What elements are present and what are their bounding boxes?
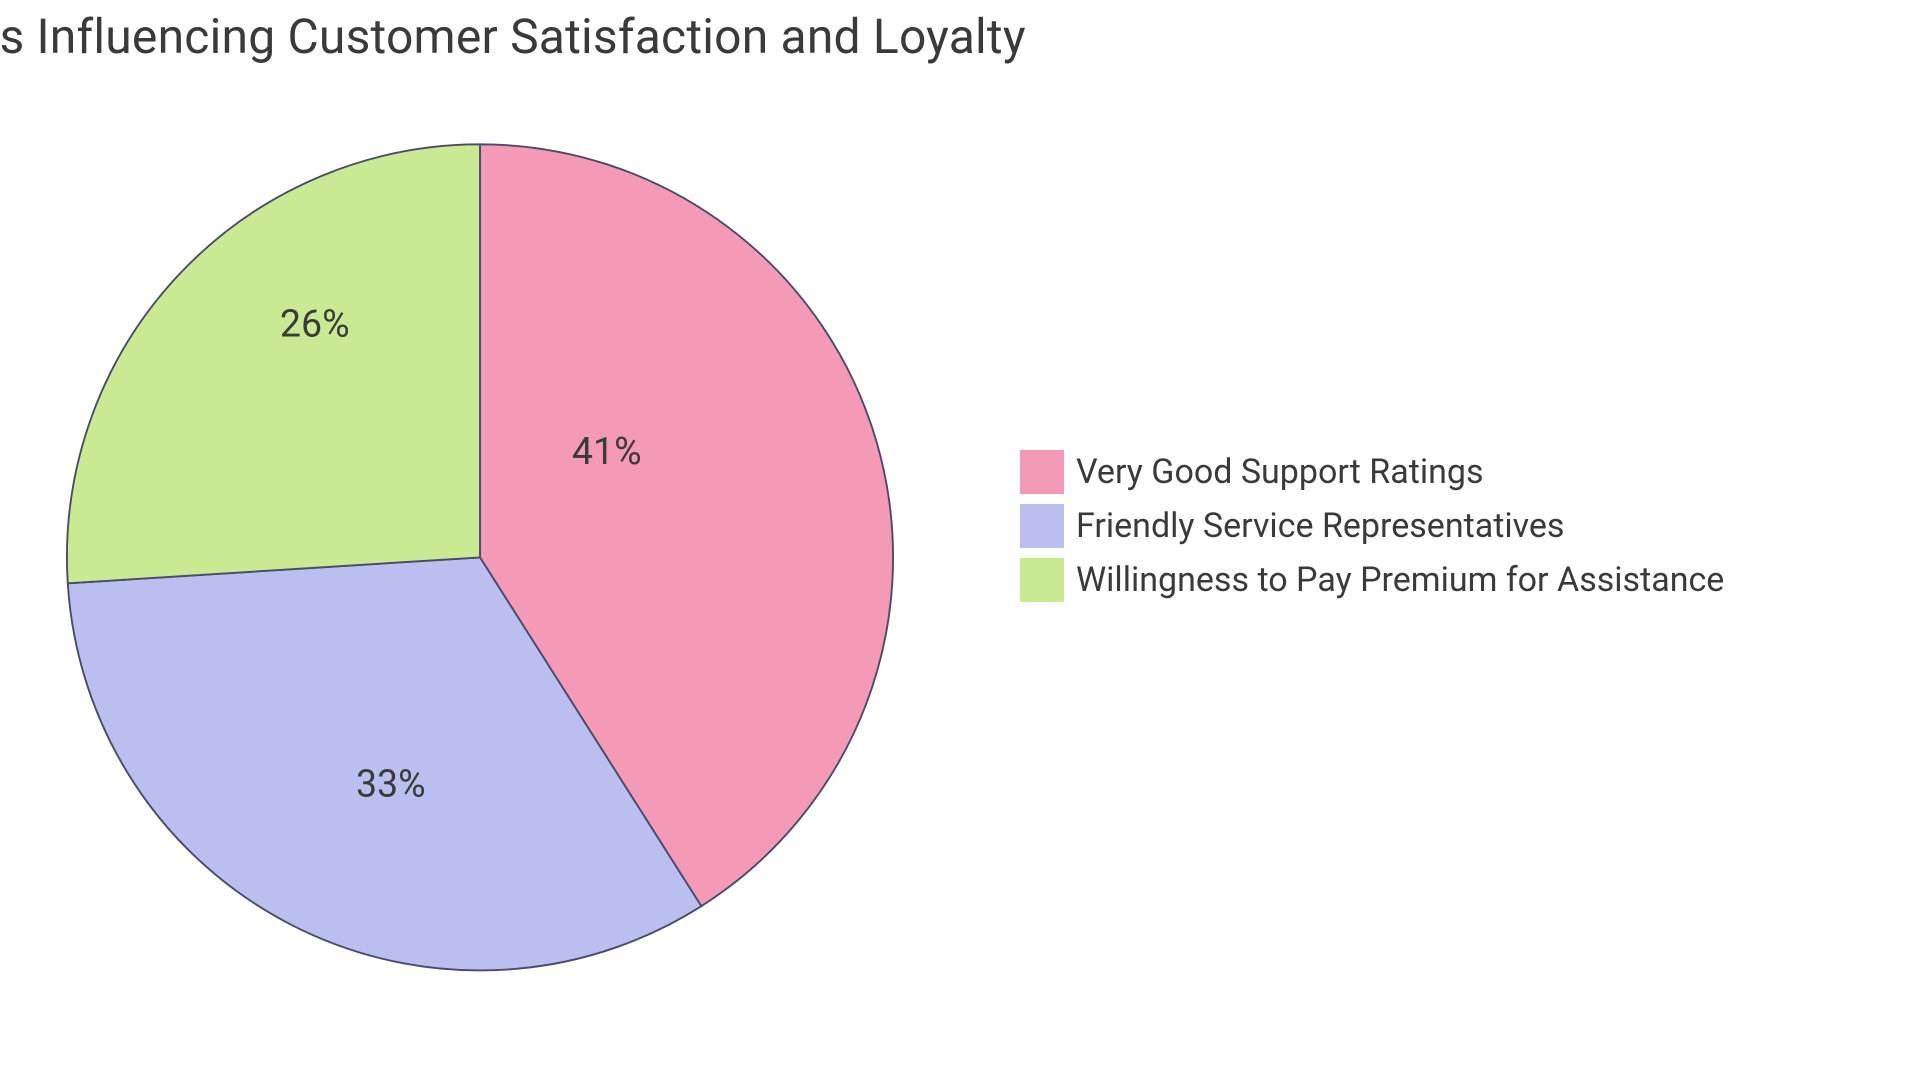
chart-title: tors Influencing Customer Satisfaction a… <box>0 8 1026 65</box>
pie-svg: 41% 33% 26% <box>20 88 940 1008</box>
legend-item: Very Good Support Ratings <box>1020 450 1724 494</box>
legend: Very Good Support Ratings Friendly Servi… <box>1020 450 1724 602</box>
pie-slices-group <box>67 144 893 970</box>
pie-slice <box>67 144 480 583</box>
legend-label: Willingness to Pay Premium for Assistanc… <box>1076 560 1724 600</box>
pie-slice-label: 41% <box>572 430 642 474</box>
legend-label: Friendly Service Representatives <box>1076 506 1564 546</box>
legend-swatch <box>1020 504 1064 548</box>
legend-label: Very Good Support Ratings <box>1076 452 1484 492</box>
chart-container: tors Influencing Customer Satisfaction a… <box>0 0 1920 1083</box>
legend-swatch <box>1020 450 1064 494</box>
legend-item: Willingness to Pay Premium for Assistanc… <box>1020 558 1724 602</box>
pie-slice-label: 33% <box>356 762 426 806</box>
legend-item: Friendly Service Representatives <box>1020 504 1724 548</box>
pie-slice-label: 26% <box>280 302 350 346</box>
pie-chart: 41% 33% 26% <box>20 88 940 1008</box>
legend-swatch <box>1020 558 1064 602</box>
